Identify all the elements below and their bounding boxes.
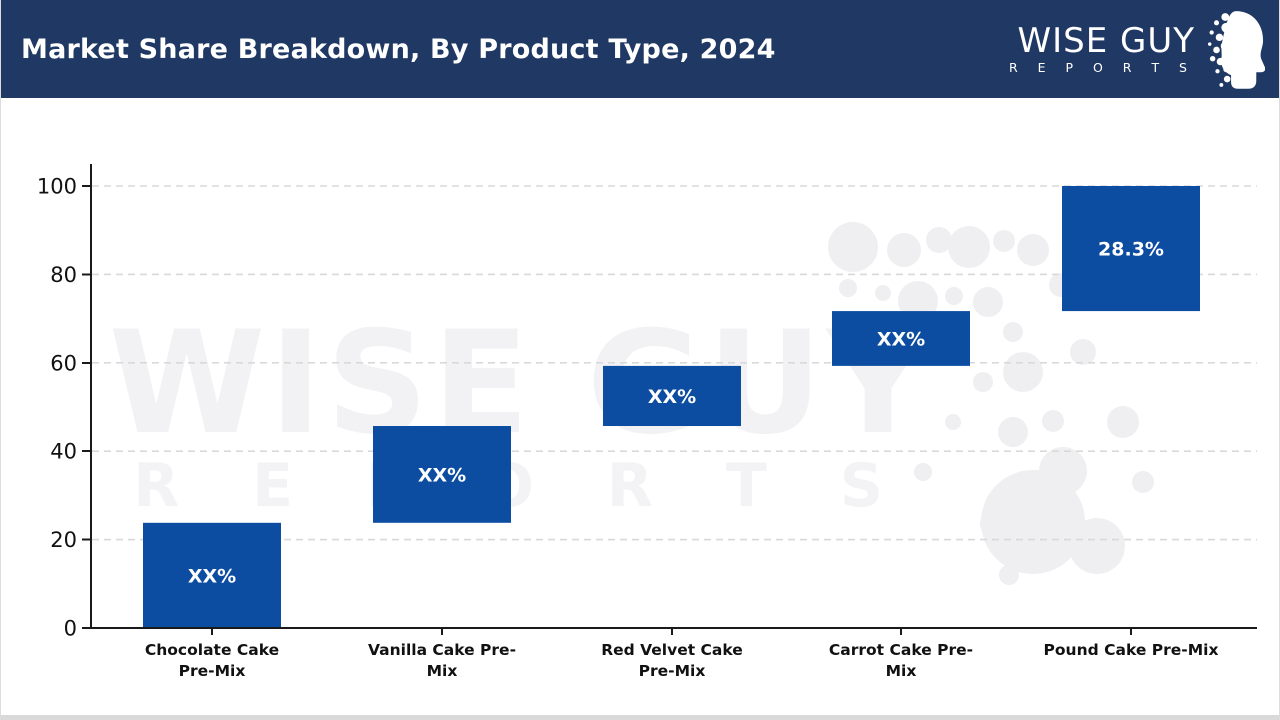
bar-value-label-carrot-cake-pre-mix: XX% [877,328,925,350]
x-category-label-vanilla-cake-pre-mix: Mix [427,662,458,680]
watermark-reports-text: R E P O R T S [133,451,909,521]
bar-value-label-pound-cake-pre-mix: 28.3% [1098,239,1164,261]
wise-guy-logo: WISE GUY R E P O R T S [1009,8,1265,90]
x-category-label-carrot-cake-pre-mix: Carrot Cake Pre- [829,641,973,659]
x-category-label-vanilla-cake-pre-mix: Vanilla Cake Pre- [368,641,516,659]
header-band: Market Share Breakdown, By Product Type,… [1,0,1279,98]
y-tick-label-40: 40 [50,440,77,464]
bar-vanilla-cake-pre-mix [373,426,511,523]
x-category-label-chocolate-cake-pre-mix: Pre-Mix [179,662,246,680]
bar-chocolate-cake-pre-mix [143,522,281,628]
bar-red-velvet-cake-pre-mix [603,365,741,427]
y-tick-label-0: 0 [64,617,77,641]
footer-bar [1,715,1279,720]
chart-title: Market Share Breakdown, By Product Type,… [21,33,776,65]
bar-value-label-vanilla-cake-pre-mix: XX% [418,464,466,486]
x-category-label-pound-cake-pre-mix: Pound Cake Pre-Mix [1044,641,1219,659]
y-tick-label-100: 100 [37,175,77,199]
bar-pound-cake-pre-mix [1062,186,1200,312]
x-category-label-red-velvet-cake-pre-mix: Pre-Mix [639,662,706,680]
watermark-head-dots [828,222,1154,585]
x-category-label-red-velvet-cake-pre-mix: Red Velvet Cake [601,641,743,659]
logo-head-icon [1207,11,1265,89]
logo-wiseguy-label: WISE GUY [1017,20,1195,61]
y-tick-label-20: 20 [50,528,77,552]
bar-value-label-chocolate-cake-pre-mix: XX% [188,565,236,587]
logo-text: WISE GUY R E P O R T S [1009,24,1195,75]
logo-reports-label: R E P O R T S [1008,59,1195,75]
y-tick-label-80: 80 [50,263,77,287]
bar-value-label-red-velvet-cake-pre-mix: XX% [648,386,696,408]
x-category-label-carrot-cake-pre-mix: Mix [886,662,917,680]
watermark-wise-guy-text: WISE GUY [109,301,934,466]
bar-carrot-cake-pre-mix [832,311,970,366]
x-category-label-chocolate-cake-pre-mix: Chocolate Cake [145,641,279,659]
y-tick-label-60: 60 [50,351,77,375]
